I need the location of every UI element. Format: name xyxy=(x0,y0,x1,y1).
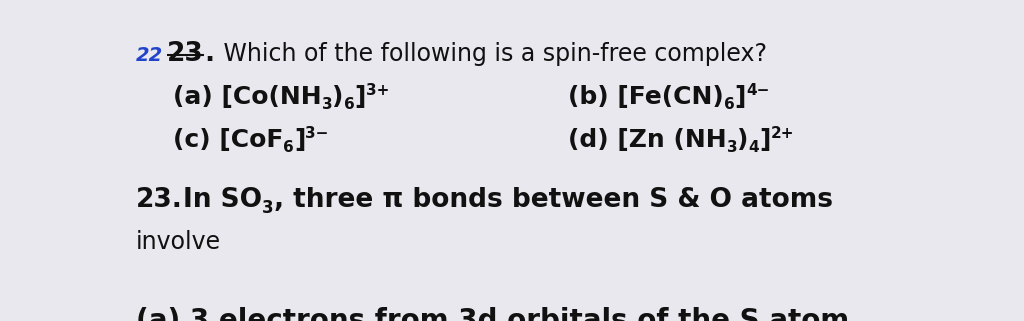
Text: (a) 3 electrons from 3d orbitals of the S atom: (a) 3 electrons from 3d orbitals of the … xyxy=(136,307,849,321)
Text: ): ) xyxy=(737,127,749,152)
Text: three π bonds between S & O atoms: three π bonds between S & O atoms xyxy=(284,187,833,213)
Text: 3+: 3+ xyxy=(366,82,389,98)
Text: (a) [Co(NH: (a) [Co(NH xyxy=(173,84,322,108)
Text: Which of the following is a spin-free complex?: Which of the following is a spin-free co… xyxy=(216,41,767,65)
Text: .: . xyxy=(204,40,214,66)
Text: ,: , xyxy=(273,187,284,213)
Text: (d) [Zn (NH: (d) [Zn (NH xyxy=(568,127,727,152)
Text: 6: 6 xyxy=(724,97,734,111)
Text: 3: 3 xyxy=(322,97,332,111)
Text: ]: ] xyxy=(734,84,745,108)
Text: ]: ] xyxy=(759,127,771,152)
Text: 22: 22 xyxy=(136,46,163,65)
Text: 4: 4 xyxy=(749,140,759,154)
Text: 6: 6 xyxy=(344,97,354,111)
Text: (b) [Fe(CN): (b) [Fe(CN) xyxy=(568,84,724,108)
Text: ): ) xyxy=(332,84,344,108)
Text: involve: involve xyxy=(136,230,221,254)
Text: ]: ] xyxy=(294,127,305,152)
Text: 23.: 23. xyxy=(136,187,183,213)
Text: 23: 23 xyxy=(167,40,204,66)
Text: 3: 3 xyxy=(727,140,737,154)
Text: (c) [CoF: (c) [CoF xyxy=(173,127,284,152)
Text: In SO: In SO xyxy=(183,187,262,213)
Text: 3−: 3− xyxy=(305,126,329,141)
Text: 2+: 2+ xyxy=(771,126,795,141)
Text: 3: 3 xyxy=(262,198,273,217)
Text: ]: ] xyxy=(354,84,366,108)
Text: 6: 6 xyxy=(284,140,294,154)
Text: 4−: 4− xyxy=(745,82,769,98)
